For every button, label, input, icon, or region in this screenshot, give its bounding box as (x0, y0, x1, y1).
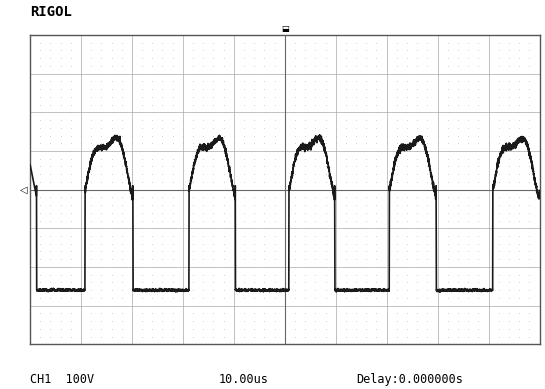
Text: 10.00us: 10.00us (219, 373, 269, 386)
Text: RIGOL: RIGOL (30, 5, 72, 19)
Text: Delay:0.000000s: Delay:0.000000s (356, 373, 463, 386)
Text: ⬓: ⬓ (281, 24, 289, 33)
Text: CH1  100V: CH1 100V (30, 373, 94, 386)
Text: ◁: ◁ (20, 185, 27, 194)
